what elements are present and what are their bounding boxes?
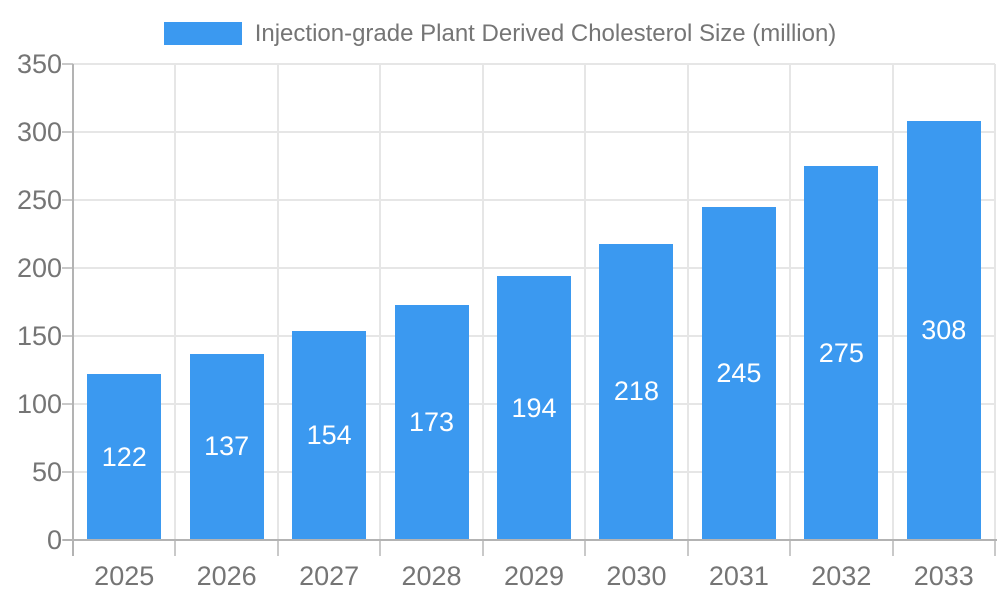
bar[interactable]: 308: [906, 121, 981, 540]
x-tick-label: 2032: [811, 561, 872, 591]
gridline-vertical: [686, 64, 689, 540]
x-tick-mark: [379, 540, 382, 556]
y-tick-label: 350: [16, 49, 62, 79]
gridline-horizontal: [73, 199, 995, 201]
x-tick-label: 2029: [503, 561, 565, 591]
bar[interactable]: 275: [804, 166, 879, 540]
bar[interactable]: 173: [394, 304, 469, 540]
chart-legend[interactable]: Injection-grade Plant Derived Cholestero…: [0, 19, 1000, 47]
gridline-vertical: [276, 64, 279, 540]
gridline-horizontal: [73, 267, 995, 269]
y-tick-label: 0: [46, 525, 62, 555]
x-tick-mark: [994, 540, 996, 556]
gridline-horizontal: [73, 63, 995, 65]
x-tick-mark: [481, 540, 484, 556]
bar[interactable]: 122: [87, 374, 162, 540]
x-tick-label: 2033: [913, 561, 974, 591]
y-tick-mark: [62, 471, 73, 473]
y-tick-label: 50: [31, 457, 62, 487]
x-axis-line: [63, 539, 997, 541]
x-tick-mark: [584, 540, 587, 556]
y-tick-label: 100: [16, 389, 62, 419]
x-tick-mark: [276, 540, 279, 556]
x-tick-label: 2031: [708, 561, 769, 591]
x-tick-label: 2028: [401, 561, 462, 591]
x-tick-label: 2025: [94, 561, 155, 591]
y-tick-label: 250: [16, 185, 62, 215]
bar-value-label: 218: [613, 376, 659, 407]
bar[interactable]: 245: [701, 206, 776, 540]
x-tick-label: 2030: [606, 561, 667, 591]
bar-value-label: 275: [818, 337, 864, 368]
y-tick-label: 200: [16, 253, 62, 283]
gridline-vertical: [891, 64, 894, 540]
gridline-vertical: [174, 64, 177, 540]
y-axis-line: [72, 64, 74, 556]
y-tick-mark: [62, 335, 73, 337]
y-tick-mark: [62, 403, 73, 405]
y-tick-mark: [62, 199, 73, 201]
bar[interactable]: 137: [189, 353, 264, 540]
x-tick-mark: [891, 540, 894, 556]
y-tick-mark: [62, 131, 73, 133]
gridline-vertical: [994, 64, 996, 540]
y-tick-label: 150: [16, 321, 62, 351]
bar[interactable]: 194: [497, 276, 571, 540]
gridline-vertical: [789, 64, 792, 540]
x-tick-mark: [789, 540, 792, 556]
bar-value-label: 194: [511, 392, 557, 423]
gridline-vertical: [481, 64, 484, 540]
x-tick-mark: [686, 540, 689, 556]
x-tick-mark: [174, 540, 177, 556]
y-tick-mark: [62, 63, 73, 65]
bar[interactable]: 218: [599, 243, 674, 540]
gridline-horizontal: [73, 131, 995, 133]
bar-value-label: 154: [306, 419, 352, 450]
legend-label[interactable]: Injection-grade Plant Derived Cholestero…: [254, 19, 837, 47]
x-tick-label: 2026: [196, 561, 257, 591]
bar-value-label: 122: [101, 441, 147, 472]
y-tick-label: 300: [16, 117, 62, 147]
x-tick-label: 2027: [299, 561, 360, 591]
bar-value-label: 137: [204, 431, 250, 462]
gridline-vertical: [379, 64, 382, 540]
legend-swatch[interactable]: [163, 22, 242, 45]
bar-value-label: 245: [716, 357, 762, 388]
bar-value-label: 308: [921, 315, 967, 346]
gridline-vertical: [584, 64, 587, 540]
y-tick-mark: [62, 267, 73, 269]
bar[interactable]: 154: [292, 330, 367, 540]
bar-value-label: 173: [409, 406, 455, 437]
